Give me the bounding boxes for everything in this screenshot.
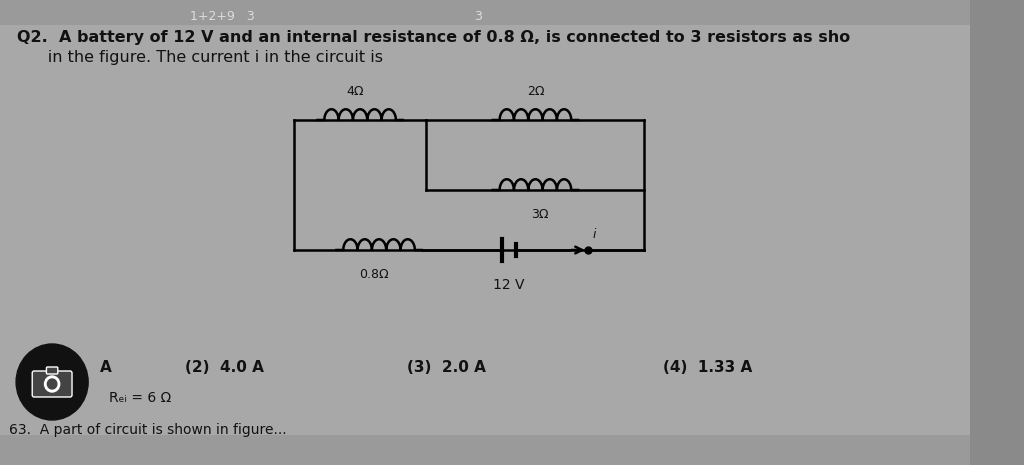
Text: 3: 3 — [474, 10, 481, 23]
Text: 12 V: 12 V — [494, 278, 524, 292]
Text: (3)  2.0 A: (3) 2.0 A — [408, 360, 486, 376]
FancyBboxPatch shape — [46, 367, 57, 374]
Text: A: A — [99, 360, 112, 376]
Text: Q2.  A battery of 12 V and an internal resistance of 0.8 Ω, is connected to 3 re: Q2. A battery of 12 V and an internal re… — [17, 30, 850, 45]
Text: 0.8Ω: 0.8Ω — [359, 268, 389, 281]
Text: Rₑᵢ = 6 Ω: Rₑᵢ = 6 Ω — [109, 391, 171, 405]
Text: 1+2+9   3: 1+2+9 3 — [189, 10, 254, 23]
Text: 4Ω: 4Ω — [346, 85, 365, 98]
Text: 63.  A part of circuit is shown in figure...: 63. A part of circuit is shown in figure… — [9, 423, 287, 437]
FancyBboxPatch shape — [0, 25, 971, 435]
Circle shape — [44, 376, 59, 392]
Circle shape — [16, 344, 88, 420]
Text: in the figure. The current i in the circuit is: in the figure. The current i in the circ… — [17, 50, 383, 65]
Text: i: i — [592, 228, 596, 241]
Text: 2Ω: 2Ω — [526, 85, 544, 98]
Text: 3Ω: 3Ω — [531, 208, 549, 221]
Text: (4)  1.33 A: (4) 1.33 A — [664, 360, 753, 376]
Text: (2)  4.0 A: (2) 4.0 A — [184, 360, 263, 376]
FancyBboxPatch shape — [0, 0, 971, 465]
Circle shape — [47, 379, 57, 389]
FancyBboxPatch shape — [32, 371, 72, 397]
